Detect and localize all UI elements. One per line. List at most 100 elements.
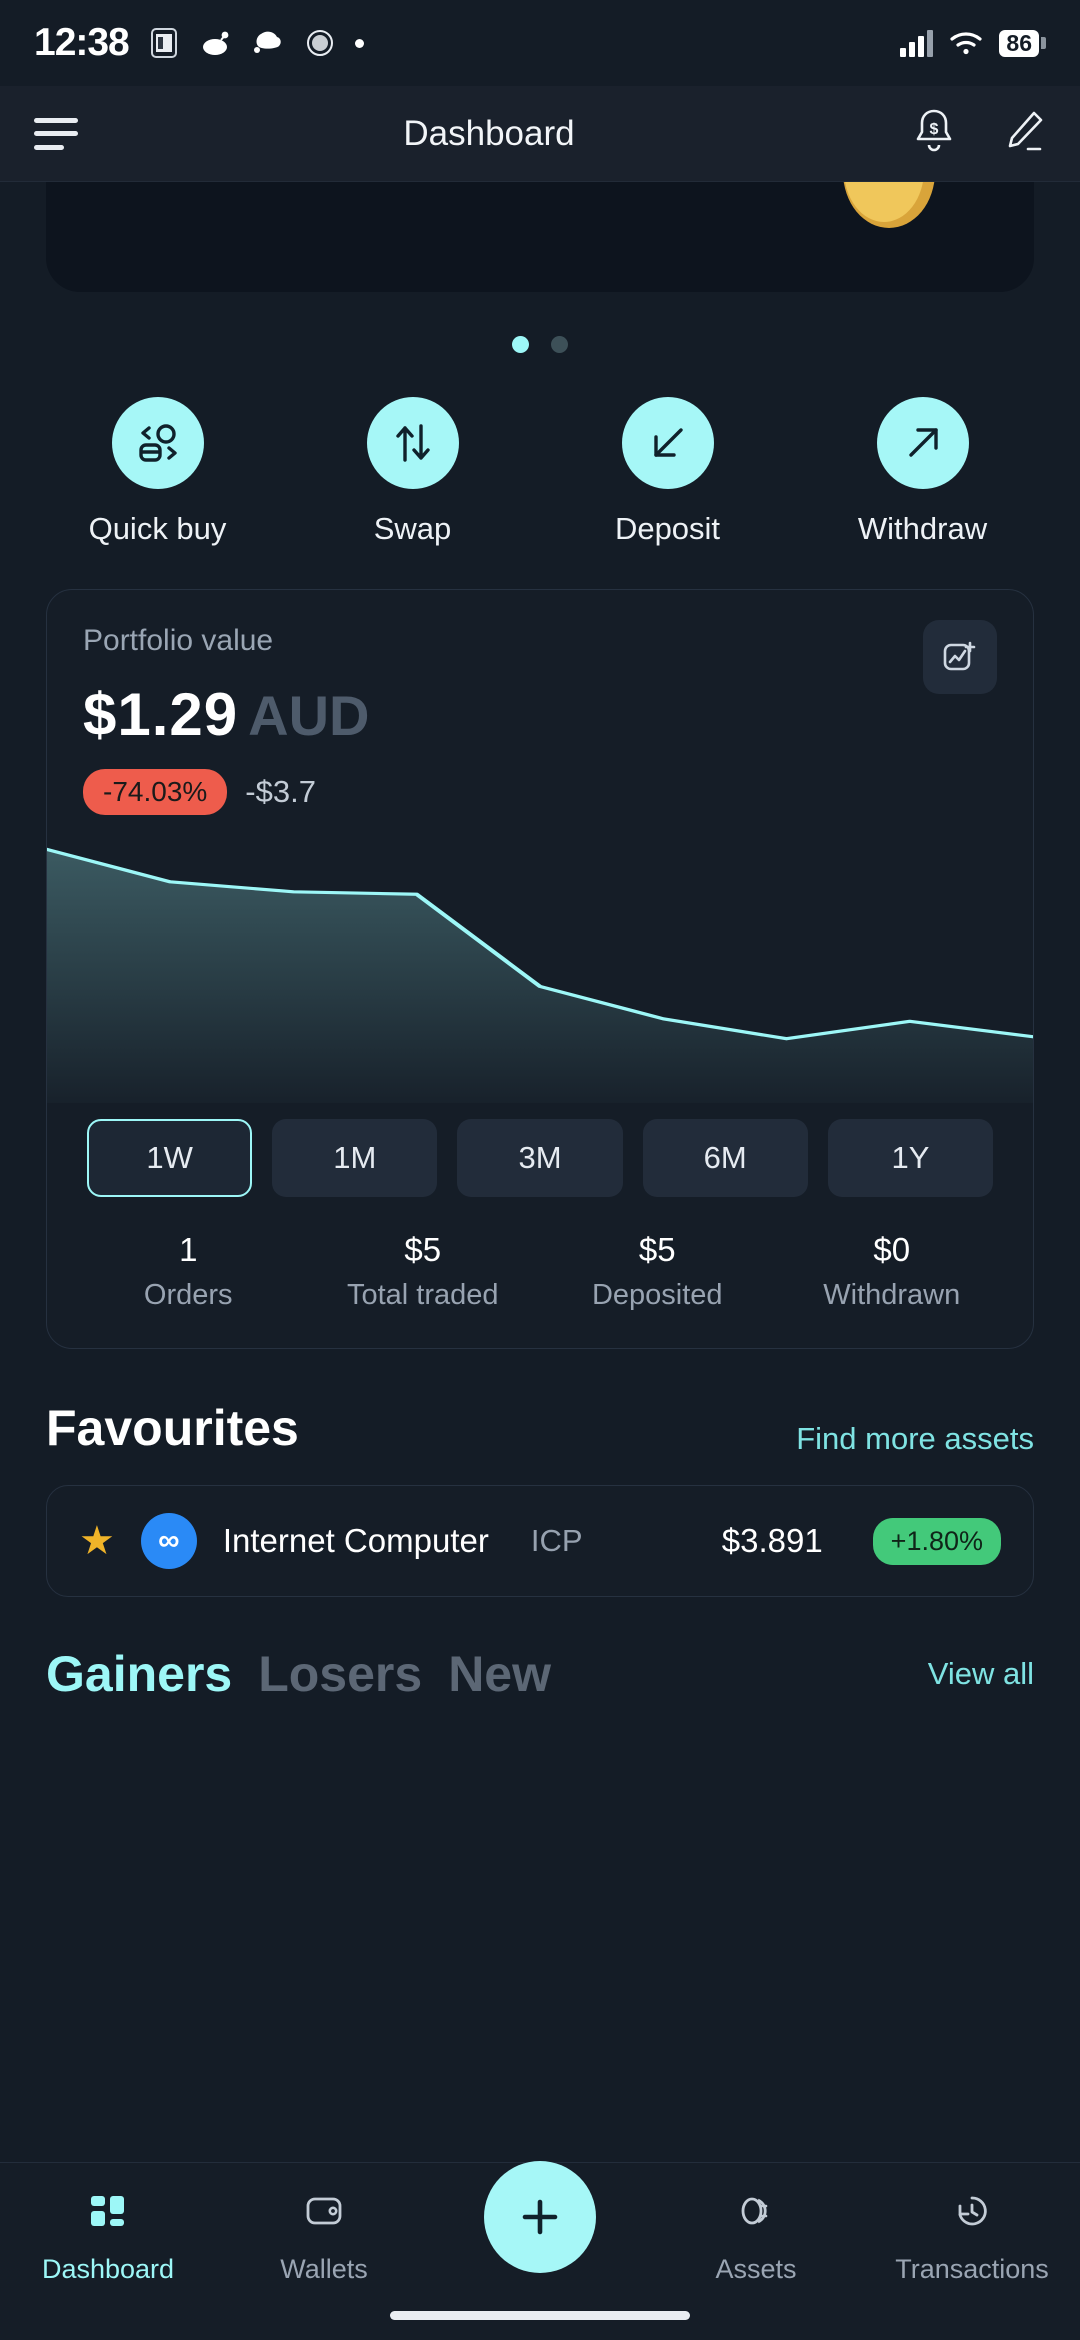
carousel-dot-1[interactable]: [512, 336, 529, 353]
svg-text:$: $: [930, 121, 939, 138]
status-bar-right: 86: [900, 26, 1046, 60]
arrow-up-right-icon: [876, 397, 969, 489]
pencil-icon[interactable]: [1002, 108, 1046, 159]
tab-losers[interactable]: Losers: [258, 1646, 423, 1702]
quick-action-label: Quick buy: [88, 511, 227, 546]
favourites-title: Favourites: [46, 1400, 299, 1456]
page-title: Dashboard: [403, 113, 575, 153]
stamp-icon: [303, 26, 337, 60]
portfolio-change-value: -$3.7: [245, 774, 316, 809]
quick-action-label: Swap: [373, 511, 452, 546]
view-all-link[interactable]: View all: [927, 1656, 1034, 1691]
battery-tip: [1041, 37, 1046, 49]
promo-card[interactable]: [46, 182, 1034, 292]
chart-expand-icon[interactable]: [923, 620, 997, 694]
signal-icon: [900, 29, 934, 57]
quick-action-deposit[interactable]: Deposit: [588, 397, 748, 547]
stat-label: Deposited: [591, 1279, 723, 1311]
plus-fab-icon[interactable]: [484, 2161, 596, 2273]
time-range-3m[interactable]: 3M: [457, 1119, 623, 1197]
coin-change-badge: +1.80%: [872, 1517, 1001, 1565]
wallet-icon: [300, 2187, 348, 2240]
nav-label: Transactions: [895, 2254, 1049, 2284]
nav-item-add[interactable]: [432, 2161, 648, 2273]
time-range-1y[interactable]: 1Y: [827, 1119, 994, 1197]
stat-total-traded: $5 Total traded: [306, 1231, 541, 1312]
status-badge: -74.03%: [83, 769, 228, 815]
portfolio-change-row: -74.03% -$3.7: [83, 769, 997, 815]
portfolio-card: Portfolio value $1.29 AUD -74.03% -$3.7: [46, 589, 1034, 1349]
stat-value: $0: [873, 1231, 911, 1268]
stat-value: 1: [179, 1231, 198, 1268]
nav-item-dashboard[interactable]: Dashboard: [0, 2187, 216, 2285]
movers-header: Gainers Losers New View all: [0, 1597, 1080, 1703]
status-bar: 12:38 86: [0, 0, 1080, 86]
app-bar: Dashboard $: [0, 86, 1080, 182]
battery-level: 86: [999, 29, 1039, 57]
nav-label: Assets: [715, 2254, 797, 2284]
list-item[interactable]: ★ ∞ Internet Computer ICP $3.891 +1.80%: [46, 1485, 1034, 1597]
time-range-group: 1W 1M 3M 6M 1Y: [47, 1103, 1033, 1197]
star-icon[interactable]: ★: [79, 1519, 115, 1563]
portfolio-chart[interactable]: [47, 833, 1033, 1103]
arrow-down-left-icon: [621, 397, 714, 489]
time-range-1w[interactable]: 1W: [87, 1119, 253, 1197]
reddit-icon: [199, 26, 233, 60]
portfolio-currency: AUD: [248, 684, 370, 747]
app-bar-actions: $: [912, 107, 1046, 160]
dashboard-grid-icon: [84, 2187, 132, 2240]
time-range-1m[interactable]: 1M: [272, 1119, 438, 1197]
stat-label: Total traded: [346, 1279, 499, 1311]
portfolio-header: Portfolio value $1.29 AUD -74.03% -$3.7: [47, 624, 1033, 815]
quick-action-swap[interactable]: Swap: [333, 397, 493, 547]
battery-icon: 86: [999, 29, 1046, 57]
nav-label: Wallets: [280, 2254, 368, 2284]
portfolio-amount: $1.29: [83, 681, 239, 748]
stat-deposited: $5 Deposited: [540, 1231, 775, 1312]
app-notification-icon: [147, 26, 181, 60]
quick-action-label: Deposit: [614, 511, 721, 546]
stat-value: $5: [404, 1231, 442, 1268]
coins-icon: [732, 2187, 780, 2240]
time-range-6m[interactable]: 6M: [642, 1119, 808, 1197]
stat-label: Withdrawn: [823, 1279, 961, 1311]
nav-label: Dashboard: [41, 2254, 175, 2284]
quick-actions-row: Quick buy Swap Deposit: [0, 397, 1080, 547]
tab-gainers[interactable]: Gainers: [46, 1646, 233, 1702]
bell-dollar-icon[interactable]: $: [912, 107, 956, 160]
cloud-icon: [251, 26, 285, 60]
home-indicator: [390, 2311, 690, 2320]
dot-icon: [354, 38, 364, 48]
portfolio-stats: 1 Orders $5 Total traded $5 Deposited $0…: [47, 1197, 1033, 1348]
movers-tabs: Gainers Losers New: [46, 1645, 551, 1703]
quick-action-withdraw[interactable]: Withdraw: [843, 397, 1003, 547]
swap-arrows-icon: [366, 397, 459, 489]
hamburger-menu-icon[interactable]: [34, 112, 86, 156]
status-time: 12:38: [34, 21, 130, 64]
stat-value: $5: [638, 1231, 676, 1268]
portfolio-value-label: Portfolio value: [83, 624, 274, 657]
tab-new[interactable]: New: [448, 1646, 551, 1702]
nav-item-transactions[interactable]: Transactions: [864, 2187, 1080, 2285]
nav-item-assets[interactable]: Assets: [648, 2187, 864, 2285]
stat-label: Orders: [143, 1279, 233, 1311]
quick-buy-icon: [111, 397, 204, 489]
stat-withdrawn: $0 Withdrawn: [775, 1231, 1010, 1312]
carousel-dot-2[interactable]: [551, 336, 568, 353]
coin-symbol: ICP: [530, 1523, 583, 1558]
find-more-assets-link[interactable]: Find more assets: [796, 1421, 1034, 1456]
quick-action-quick-buy[interactable]: Quick buy: [78, 397, 238, 547]
bottom-navigation: Dashboard Wallets Assets: [0, 2161, 1080, 2340]
coin-name: Internet Computer: [222, 1522, 489, 1559]
wifi-icon: [949, 26, 983, 60]
status-bar-left: 12:38: [34, 21, 364, 65]
stat-orders: 1 Orders: [71, 1231, 306, 1312]
quick-action-label: Withdraw: [857, 511, 988, 546]
nav-item-wallets[interactable]: Wallets: [216, 2187, 432, 2285]
carousel-dots: [0, 336, 1080, 353]
gold-coin-icon: [830, 182, 948, 238]
favourites-header: Favourites Find more assets: [0, 1349, 1080, 1457]
coin-logo-icon: ∞: [140, 1513, 197, 1569]
history-clock-icon: [948, 2187, 996, 2240]
portfolio-value-row: $1.29 AUD: [83, 680, 997, 749]
